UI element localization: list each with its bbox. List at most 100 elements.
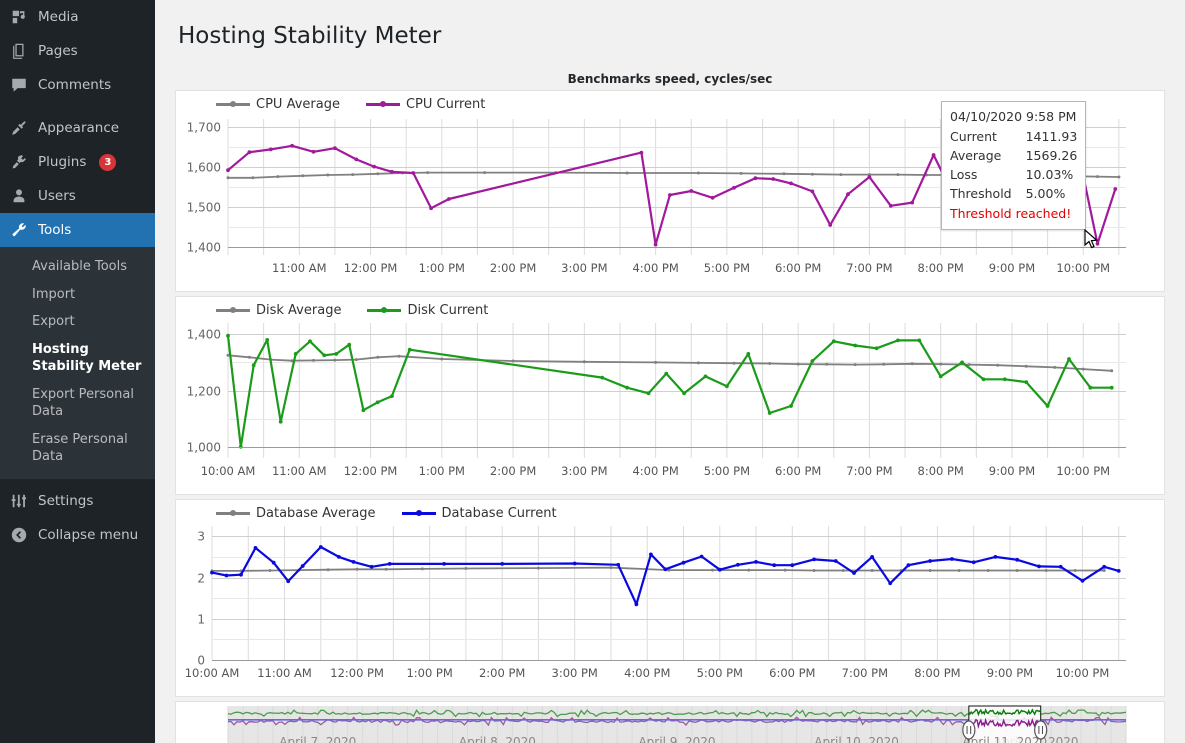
range-handle-left[interactable] [962,720,976,740]
sidebar-item-users[interactable]: Users [0,179,155,213]
series-point [1080,578,1085,583]
series-point [224,573,229,578]
series-point [376,172,380,176]
series-point [536,566,540,570]
series-point [337,554,341,559]
series-point [420,567,424,571]
submenu-item-export[interactable]: Export [32,314,75,330]
x-axis-tick-label: 6:00 PM [769,666,815,680]
x-axis-tick-label: 1:00 PM [406,666,452,680]
series-point [888,203,893,208]
x-axis-tick-label: 7:00 PM [846,464,892,478]
sidebar-item-plugins[interactable]: Plugins 3 [0,145,155,179]
sidebar-item-label: Settings [38,492,94,509]
series-point [238,444,243,449]
series-point [1116,568,1121,573]
sidebar-item-pages[interactable]: Pages [0,34,155,68]
series-point [582,360,586,364]
series-point [703,374,708,379]
x-axis-tick-label: 10:00 AM [201,464,256,478]
series-point [326,567,330,571]
series-point [790,563,795,567]
range-selector-svg[interactable]: April 7, 2020 April 8, 2020 April 9, 2020 A… [176,702,1134,743]
submenu-item-hosting-stability-meter[interactable]: Hosting Stability Meter [32,341,142,375]
sidebar-collapse-menu[interactable]: Collapse menu [0,518,155,552]
series-point [609,565,613,569]
series-point [736,562,740,567]
series-point [411,170,416,175]
series-point [668,192,672,197]
series-point [746,351,751,356]
series-point [882,362,886,366]
tooltip-timestamp: 04/10/2020 9:58 PM [950,108,1077,124]
range-selector-panel[interactable]: April 7, 2020 April 8, 2020 April 9, 2020 A… [175,700,1165,743]
submenu-item-import[interactable]: Import [32,286,76,302]
series-point [833,558,838,563]
admin-sidebar: Media Pages Comments Appearance Pl [0,0,155,743]
x-axis-tick-label: 11:00 AM [272,261,327,275]
sidebar-item-label: Comments [38,77,112,93]
sidebar-divider-1 [0,102,155,111]
series-point [1045,403,1050,408]
submenu-item-export-personal-data[interactable]: Export Personal Data [32,386,134,420]
cpu-chart-svg[interactable]: 1,400 1,500 1,600 1,700 11:00 AM 12:00 PM 1:00… [176,91,1134,291]
series-point [1088,385,1093,390]
series-point [369,564,374,569]
sidebar-item-media[interactable]: Media [0,0,155,34]
sidebar-item-comments[interactable]: Comments [0,68,155,102]
series-point [226,168,230,172]
sidebar-item-settings[interactable]: Settings [0,484,155,518]
series-point [654,360,658,364]
x-axis-tick-label: 3:00 PM [561,464,607,478]
x-axis-tick-label: 9:00 PM [989,464,1035,478]
series-point [810,172,814,176]
series-point [812,568,816,572]
series-point [771,176,776,181]
series-point [268,568,272,572]
series-point [407,347,412,352]
series-point [993,554,998,559]
x-axis-tick-label: 8:00 PM [918,261,964,275]
range-handle-right[interactable] [1034,720,1048,740]
series-point [354,357,358,361]
x-axis-tick-label: 7:00 PM [842,666,888,680]
series-point [1102,564,1107,569]
series-point [500,561,505,566]
x-axis-tick-label: 3:00 PM [552,666,598,680]
series-point [1044,568,1048,572]
series-point [247,355,251,359]
series-point [796,362,800,366]
series-point [429,206,433,210]
series-point [739,171,743,175]
series-point [896,172,900,176]
tooltip-row-label: Loss [950,166,978,182]
submenu-item-available-tools[interactable]: Available Tools [32,259,127,274]
x-axis-tick-label: 1:00 PM [419,464,465,478]
y-axis-tick-label: 1,500 [187,200,221,214]
tooltip-row-value: 1411.93 [1025,128,1078,144]
series-point [265,337,270,342]
submenu-item-erase-personal-data[interactable]: Erase Personal Data [32,431,128,465]
sidebar-item-appearance[interactable]: Appearance [0,111,155,145]
x-axis-tick-label: 9:00 PM [989,261,1035,275]
series-point [853,362,857,366]
series-point [896,338,900,343]
series-point [957,568,961,572]
series-point [710,195,715,200]
x-axis-tick-label: 1:00 PM [419,261,465,275]
disk-chart-svg[interactable]: 1,000 1,200 1,400 10:00 AM 11:00 AM 12:00 PM 1… [176,297,1134,494]
series-point [210,570,214,575]
series-point [699,554,704,559]
database-chart-panel: 0 1 2 3 10:00 AM 11:00 AM 12:00 PM 1:00 PM 2:00 … [175,498,1165,697]
series-point [333,358,337,362]
x-axis-tick-label: 5:00 PM [697,666,743,680]
series-point [311,149,316,154]
series-point [308,339,312,343]
sidebar-item-tools[interactable]: Tools [0,213,155,247]
plugins-plug-icon [9,152,29,172]
series-point [772,563,777,567]
database-chart-svg[interactable]: 0 1 2 3 10:00 AM 11:00 AM 12:00 PM 1:00 PM 2:00 … [176,500,1134,696]
series-point [334,351,339,356]
series-point [828,222,833,227]
series-point [318,544,323,549]
